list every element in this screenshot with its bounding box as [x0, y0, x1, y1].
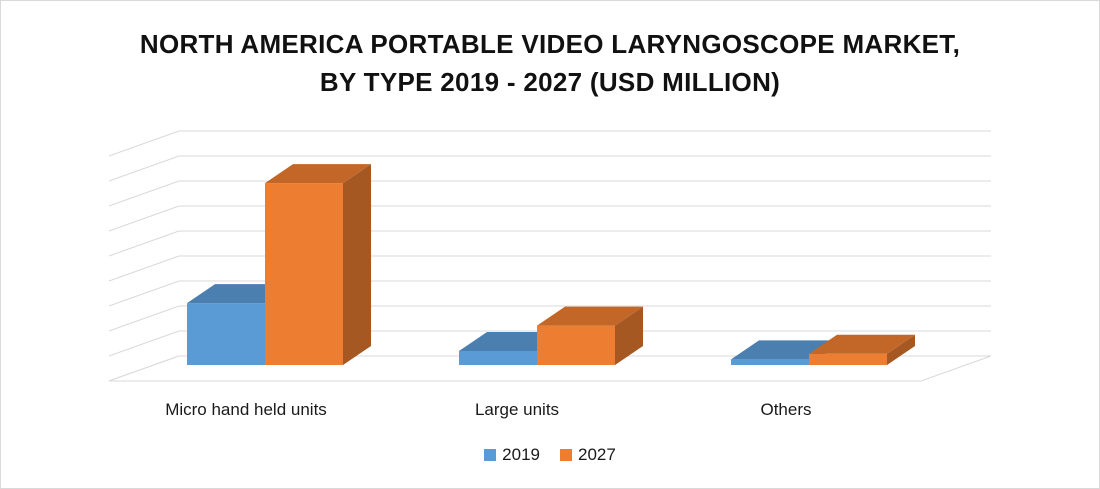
bar-0-1 [265, 164, 371, 365]
gridline-side-1 [108, 330, 180, 357]
legend-item-1: 2027 [560, 445, 616, 465]
bar-front [537, 325, 615, 365]
bar-1-1 [537, 306, 643, 365]
legend-item-0: 2019 [484, 445, 540, 465]
chart-title-line-2: BY TYPE 2019 - 2027 (USD MILLION) [319, 67, 781, 97]
gridline-side-8 [108, 155, 180, 182]
legend-swatch-1 [560, 449, 572, 461]
chart-title: NORTH AMERICA PORTABLE VIDEO LARYNGOSCOP… [1, 25, 1099, 101]
category-labels: Micro hand held units Large units Others [165, 400, 811, 419]
gridline-side-6 [108, 205, 180, 232]
bar-side [343, 164, 371, 365]
legend-label-0: 2019 [502, 445, 540, 464]
bar-side [615, 306, 643, 365]
bar-front [459, 350, 537, 365]
bar-front [731, 359, 809, 365]
gridline-side-7 [108, 180, 180, 207]
gridline-side-2 [108, 305, 180, 332]
category-label-0: Micro hand held units [165, 400, 327, 419]
chart-title-line-1: NORTH AMERICA PORTABLE VIDEO LARYNGOSCOP… [139, 29, 961, 59]
category-label-1: Large units [475, 400, 559, 419]
bars [187, 164, 915, 365]
gridline-side-3 [108, 280, 180, 307]
bar-top [265, 164, 371, 184]
legend-label-1: 2027 [578, 445, 616, 464]
gridline-side-4 [108, 255, 180, 282]
legend: 2019 2027 [1, 445, 1099, 465]
legend-swatch-0 [484, 449, 497, 461]
gridline-side-9 [108, 130, 180, 157]
category-label-2: Others [760, 400, 811, 419]
bar-2-1 [809, 334, 915, 365]
gridline-side-5 [108, 230, 180, 257]
bar-front [809, 353, 887, 365]
bar-front [187, 303, 265, 365]
bar-side [887, 334, 915, 365]
bar-top [809, 334, 915, 354]
bar-top [537, 306, 643, 326]
bar-front [265, 183, 343, 365]
